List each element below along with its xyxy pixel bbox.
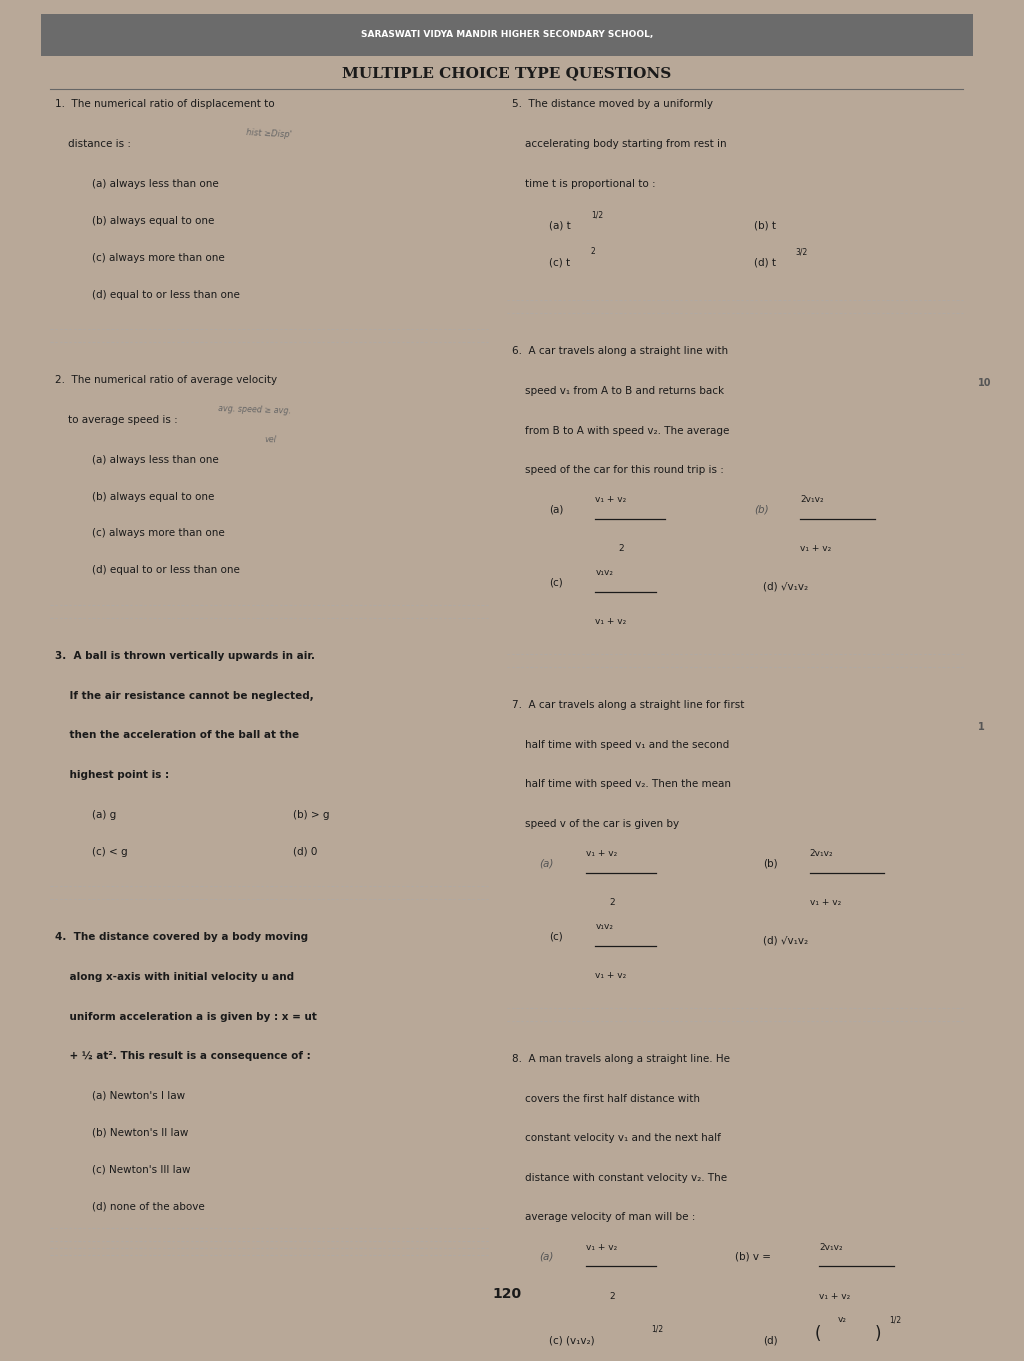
Text: (a) always less than one: (a) always less than one (92, 178, 219, 189)
Text: (c) < g: (c) < g (92, 847, 128, 856)
Text: (b) t: (b) t (754, 220, 776, 231)
Text: uniform acceleration a is given by : x = ut: uniform acceleration a is given by : x =… (55, 1011, 316, 1022)
Text: (a) always less than one: (a) always less than one (92, 455, 219, 464)
Text: then the acceleration of the ball at the: then the acceleration of the ball at the (55, 731, 299, 740)
Text: 2: 2 (618, 544, 625, 554)
Text: from B to A with speed v₂. The average: from B to A with speed v₂. The average (512, 426, 729, 436)
Text: speed v of the car is given by: speed v of the car is given by (512, 819, 679, 829)
Text: 120: 120 (493, 1286, 521, 1301)
Text: 1: 1 (978, 721, 984, 731)
Text: (a) t: (a) t (549, 220, 570, 231)
Text: (b) always equal to one: (b) always equal to one (92, 491, 215, 501)
Text: (c) Newton's III law: (c) Newton's III law (92, 1165, 190, 1175)
Text: v₂: v₂ (838, 1315, 847, 1324)
Text: ): ) (874, 1324, 882, 1342)
Text: 2v₁v₂: 2v₁v₂ (801, 495, 824, 505)
Text: v₁ + v₂: v₁ + v₂ (586, 849, 617, 859)
Text: (a) g: (a) g (92, 810, 117, 819)
Text: (b) always equal to one: (b) always equal to one (92, 215, 215, 226)
Text: distance with constant velocity v₂. The: distance with constant velocity v₂. The (512, 1173, 727, 1183)
Text: (a) Newton's I law: (a) Newton's I law (92, 1092, 185, 1101)
Text: (a): (a) (540, 859, 554, 868)
Text: to average speed is :: to average speed is : (55, 415, 178, 425)
Text: 3.  A ball is thrown vertically upwards in air.: 3. A ball is thrown vertically upwards i… (55, 652, 315, 661)
Text: (d) 0: (d) 0 (293, 847, 317, 856)
Text: (c) always more than one: (c) always more than one (92, 253, 225, 263)
Text: speed of the car for this round trip is :: speed of the car for this round trip is … (512, 465, 723, 475)
Text: half time with speed v₂. Then the mean: half time with speed v₂. Then the mean (512, 780, 730, 789)
Text: 2: 2 (609, 898, 615, 908)
Text: vel: vel (264, 434, 276, 444)
Text: avg. speed ≥ avg.: avg. speed ≥ avg. (218, 404, 291, 416)
Text: v₁ + v₂: v₁ + v₂ (595, 970, 627, 980)
Text: average velocity of man will be :: average velocity of man will be : (512, 1213, 695, 1222)
Text: + ½ at². This result is a consequence of :: + ½ at². This result is a consequence of… (55, 1051, 310, 1062)
Text: time t is proportional to :: time t is proportional to : (512, 178, 655, 189)
Text: 3/2: 3/2 (796, 248, 808, 256)
Text: (d): (d) (763, 1335, 778, 1345)
Text: 2: 2 (591, 248, 596, 256)
Text: (a): (a) (540, 1252, 554, 1262)
Text: (c) always more than one: (c) always more than one (92, 528, 225, 539)
Text: v₁ + v₂: v₁ + v₂ (819, 1292, 850, 1301)
Text: (d) √v₁v₂: (d) √v₁v₂ (763, 935, 808, 945)
Text: (b): (b) (754, 505, 768, 514)
Text: v₁ + v₂: v₁ + v₂ (801, 544, 831, 554)
Text: v₁ + v₂: v₁ + v₂ (810, 898, 841, 908)
Text: v₁ + v₂: v₁ + v₂ (595, 617, 627, 626)
Text: 6.  A car travels along a straight line with: 6. A car travels along a straight line w… (512, 346, 728, 357)
Text: (c) (v₁v₂): (c) (v₁v₂) (549, 1335, 595, 1345)
Text: v₁ + v₂: v₁ + v₂ (595, 495, 627, 505)
Text: (b) > g: (b) > g (293, 810, 329, 819)
Text: (d) equal to or less than one: (d) equal to or less than one (92, 565, 240, 576)
Text: 5.  The distance moved by a uniformly: 5. The distance moved by a uniformly (512, 99, 713, 109)
Text: (c) t: (c) t (549, 257, 570, 268)
Text: accelerating body starting from rest in: accelerating body starting from rest in (512, 139, 726, 148)
Text: hist ≥Disp': hist ≥Disp' (246, 128, 292, 140)
Text: v₁v₂: v₁v₂ (595, 921, 613, 931)
FancyBboxPatch shape (41, 14, 973, 56)
Text: 1.  The numerical ratio of displacement to: 1. The numerical ratio of displacement t… (55, 99, 274, 109)
Text: 1/2: 1/2 (591, 211, 603, 219)
Text: MULTIPLE CHOICE TYPE QUESTIONS: MULTIPLE CHOICE TYPE QUESTIONS (342, 67, 672, 80)
Text: v₁v₂: v₁v₂ (595, 568, 613, 577)
Text: 10: 10 (978, 378, 991, 388)
Text: (d) none of the above: (d) none of the above (92, 1202, 205, 1211)
Text: 4.  The distance covered by a body moving: 4. The distance covered by a body moving (55, 932, 308, 942)
Text: half time with speed v₁ and the second: half time with speed v₁ and the second (512, 740, 729, 750)
Text: (c): (c) (549, 577, 562, 588)
Text: (b) Newton's II law: (b) Newton's II law (92, 1128, 188, 1138)
Text: (d) equal to or less than one: (d) equal to or less than one (92, 290, 240, 299)
Text: 2v₁v₂: 2v₁v₂ (819, 1243, 843, 1252)
Text: (: ( (814, 1324, 821, 1342)
Text: highest point is :: highest point is : (55, 770, 169, 780)
Text: 1/2: 1/2 (889, 1315, 901, 1324)
Text: (d) √v₁v₂: (d) √v₁v₂ (763, 581, 808, 591)
Text: (b) v =: (b) v = (735, 1252, 771, 1262)
Text: constant velocity v₁ and the next half: constant velocity v₁ and the next half (512, 1134, 721, 1143)
Text: along x-axis with initial velocity u and: along x-axis with initial velocity u and (55, 972, 294, 983)
Text: speed v₁ from A to B and returns back: speed v₁ from A to B and returns back (512, 387, 724, 396)
Text: 7.  A car travels along a straight line for first: 7. A car travels along a straight line f… (512, 700, 743, 710)
Text: 1/2: 1/2 (651, 1324, 664, 1334)
Text: SARASWATI VIDYA MANDIR HIGHER SECONDARY SCHOOL,: SARASWATI VIDYA MANDIR HIGHER SECONDARY … (360, 30, 653, 39)
Text: If the air resistance cannot be neglected,: If the air resistance cannot be neglecte… (55, 691, 313, 701)
Text: (c): (c) (549, 931, 562, 940)
Text: (b): (b) (763, 859, 778, 868)
Text: distance is :: distance is : (55, 139, 131, 148)
Text: 2.  The numerical ratio of average velocity: 2. The numerical ratio of average veloci… (55, 376, 278, 385)
Text: 2v₁v₂: 2v₁v₂ (810, 849, 834, 859)
Text: (a): (a) (549, 505, 563, 514)
Text: 8.  A man travels along a straight line. He: 8. A man travels along a straight line. … (512, 1053, 729, 1064)
Text: (d) t: (d) t (754, 257, 776, 268)
Text: 2: 2 (609, 1292, 615, 1301)
Text: covers the first half distance with: covers the first half distance with (512, 1093, 699, 1104)
Text: v₁ + v₂: v₁ + v₂ (586, 1243, 617, 1252)
